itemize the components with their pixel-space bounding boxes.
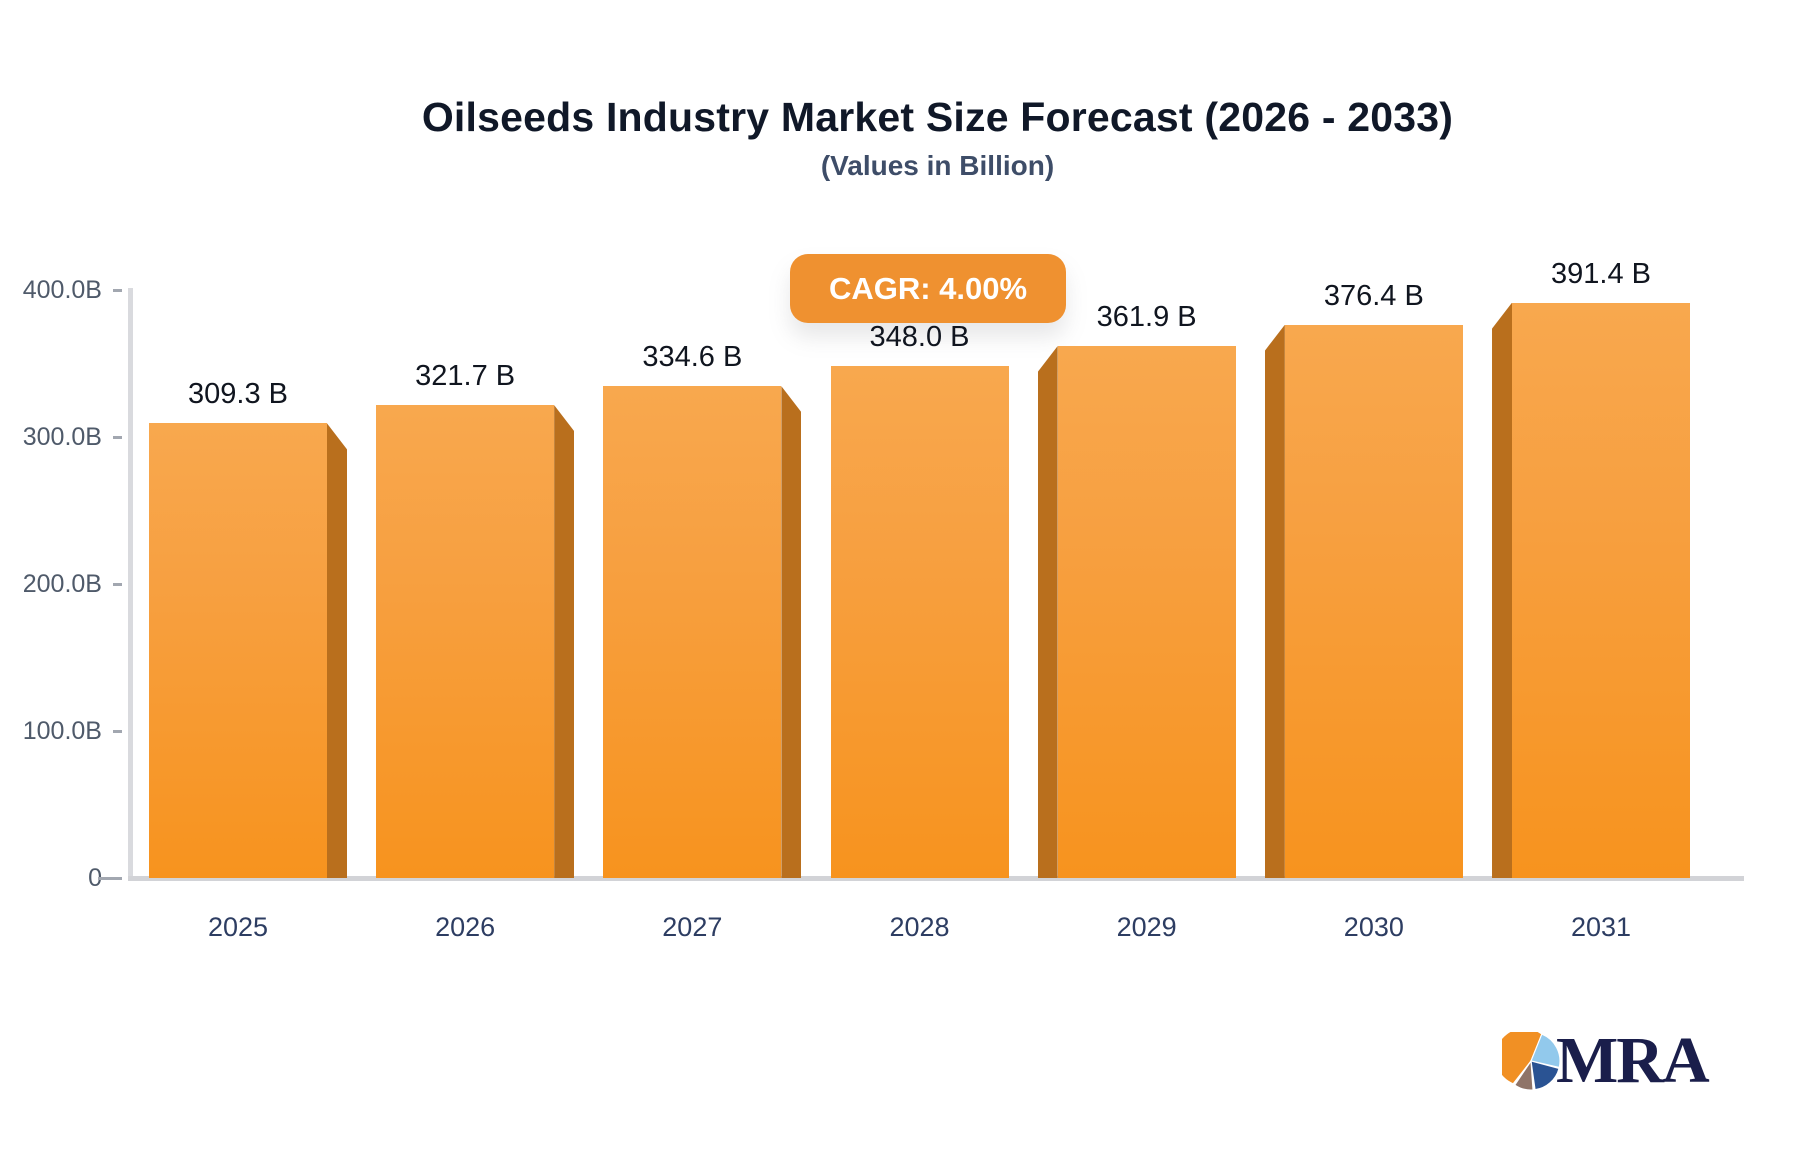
logo-text: MRA — [1556, 1024, 1710, 1097]
logo-slice-darkblue — [1530, 1060, 1560, 1090]
y-axis-tick-label: 100.0B — [22, 717, 102, 745]
bar-3d-side — [554, 405, 575, 878]
x-axis-label-2029: 2029 — [1116, 912, 1177, 942]
y-axis-tick-mark — [113, 436, 122, 439]
chart-title: Oilseeds Industry Market Size Forecast (… — [421, 94, 1454, 140]
x-axis-label-2025: 2025 — [207, 912, 269, 942]
chart-subtitle: (Values in Billion) — [820, 150, 1055, 181]
x-axis-label-2031: 2031 — [1570, 912, 1632, 942]
y-axis-tick-label: 400.0B — [22, 276, 102, 304]
x-axis-label-2026: 2026 — [435, 912, 496, 942]
x-axis-label-2028: 2028 — [889, 912, 950, 942]
brand-logo: MRA — [1502, 1024, 1710, 1097]
logo-slice-lightblue — [1530, 1033, 1560, 1069]
logo-slice-orange — [1502, 1032, 1543, 1085]
pie-chart-logo-icon — [1502, 1032, 1560, 1090]
bar-value-label: 334.6 B — [642, 341, 743, 374]
bar-value-label: 309.3 B — [188, 378, 288, 411]
bar-value-label: 321.7 B — [415, 360, 516, 393]
bar-value-label: 391.4 B — [1551, 257, 1651, 290]
cagr-badge-label: CAGR: 4.00% — [828, 270, 1028, 306]
bar-3d-side — [1264, 324, 1285, 878]
y-axis-tick-label: 200.0B — [22, 570, 102, 598]
bar-2028 — [830, 366, 1009, 878]
bar-3d-side — [1037, 346, 1058, 878]
y-axis-tick-mark — [113, 289, 122, 292]
bar-3d-side — [1492, 302, 1513, 878]
bar-2029 — [1057, 346, 1236, 878]
y-axis-tick-mark — [98, 877, 122, 880]
x-axis-baseline — [128, 876, 1744, 881]
y-axis-tick-mark — [113, 583, 122, 586]
y-axis-line — [128, 288, 133, 880]
bar-value-label: 361.9 B — [1096, 301, 1197, 333]
bar-2030 — [1284, 324, 1463, 878]
y-axis-tick-label: 0 — [88, 864, 102, 892]
logo-slice-taupe — [1513, 1059, 1534, 1090]
bar-2031 — [1512, 302, 1691, 878]
x-axis-label-2030: 2030 — [1343, 912, 1404, 942]
x-axis-label-2027: 2027 — [662, 912, 723, 942]
y-axis-tick-label: 300.0B — [22, 423, 102, 451]
y-axis-tick-mark — [113, 730, 122, 733]
cagr-badge: CAGR: 4.00% — [790, 254, 1066, 323]
bar-3d-side — [781, 386, 802, 878]
bar-2026 — [376, 405, 555, 878]
bar-2027 — [603, 386, 782, 878]
bar-2025 — [149, 423, 327, 878]
bar-value-label: 376.4 B — [1323, 279, 1424, 312]
bar-value-label: 348.0 B — [869, 321, 970, 354]
bar-3d-side — [327, 423, 347, 878]
